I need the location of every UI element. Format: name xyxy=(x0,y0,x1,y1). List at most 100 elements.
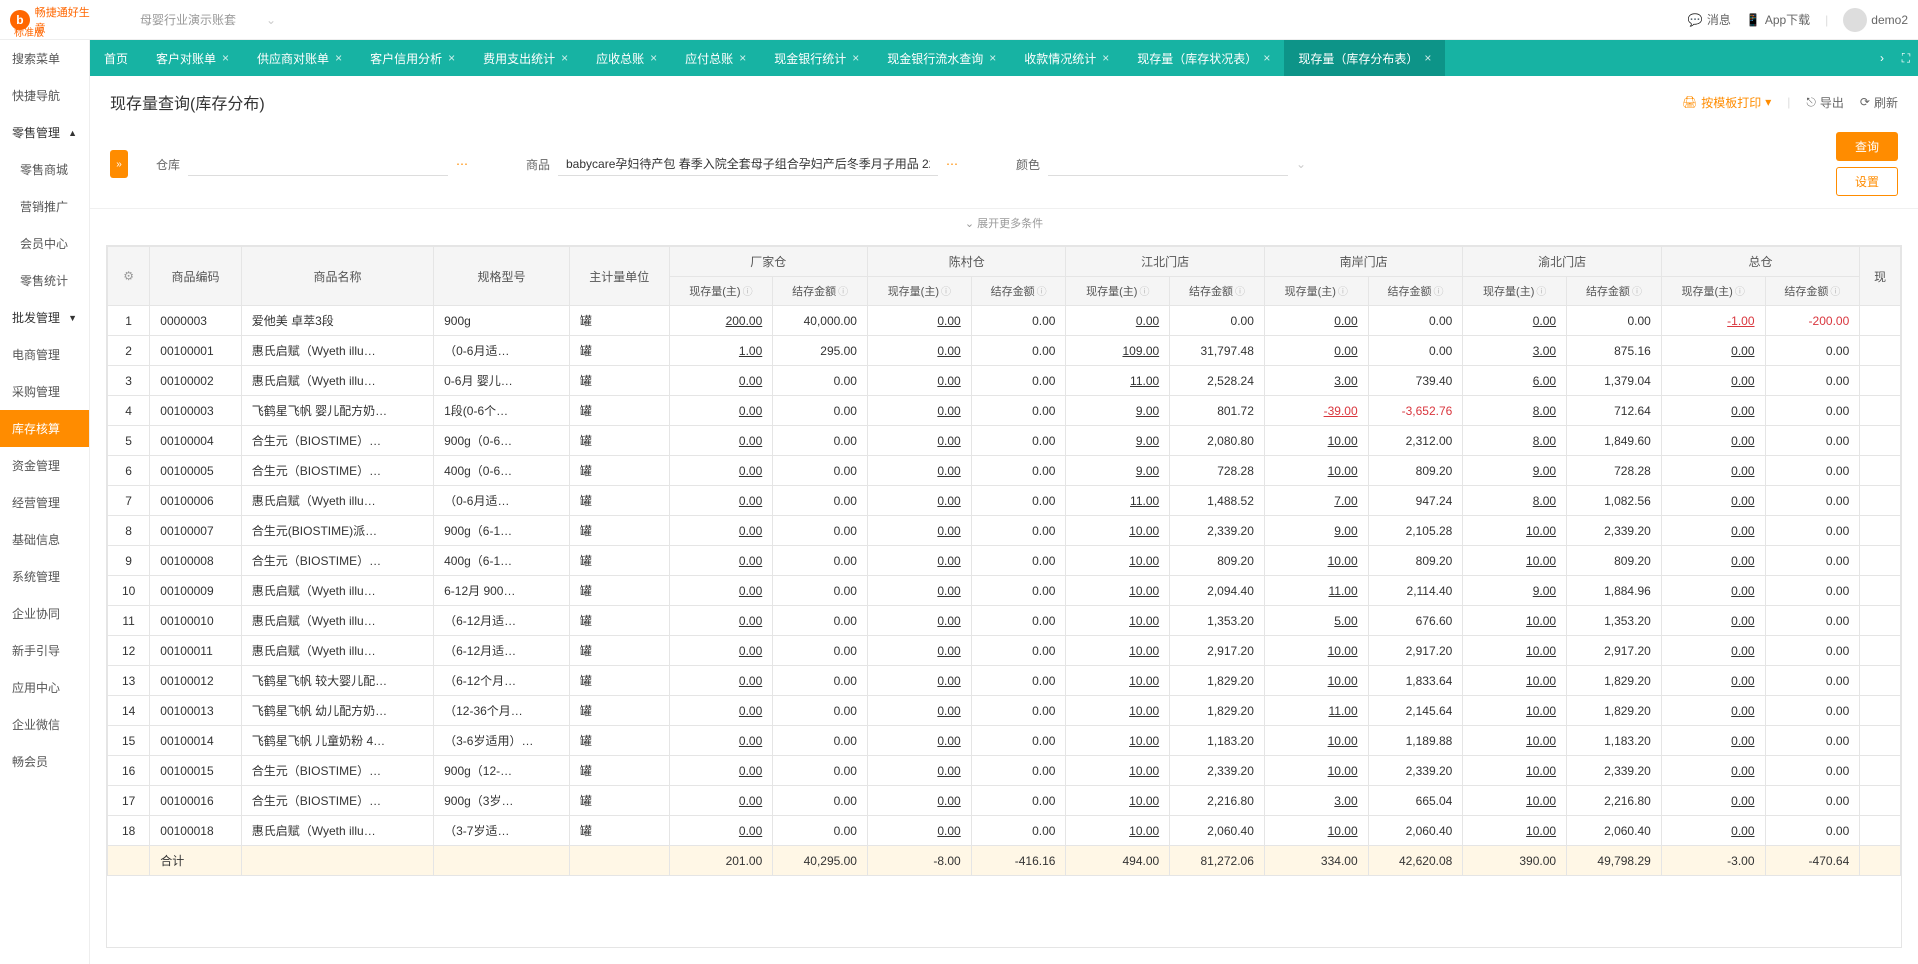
cell-qty[interactable]: 0.00 xyxy=(669,546,773,576)
tab[interactable]: 费用支出统计× xyxy=(469,40,582,76)
gear-icon[interactable]: ⚙ xyxy=(123,269,134,283)
cell-qty[interactable]: 0.00 xyxy=(867,396,971,426)
sidebar-item[interactable]: 经营管理 xyxy=(0,484,89,521)
refresh-button[interactable]: ⟳ 刷新 xyxy=(1860,94,1898,111)
cell-qty[interactable]: 9.00 xyxy=(1463,456,1567,486)
cell-qty[interactable]: 5.00 xyxy=(1264,606,1368,636)
sidebar-item[interactable]: 会员中心 xyxy=(0,225,89,262)
cell-qty[interactable]: 0.00 xyxy=(867,546,971,576)
close-icon[interactable]: × xyxy=(989,51,996,65)
close-icon[interactable]: × xyxy=(650,51,657,65)
cell-qty[interactable]: 9.00 xyxy=(1066,396,1170,426)
cell-qty[interactable]: 10.00 xyxy=(1264,756,1368,786)
cell-qty[interactable]: 0.00 xyxy=(1661,336,1765,366)
cell-qty[interactable]: 0.00 xyxy=(669,726,773,756)
cell-qty[interactable]: 11.00 xyxy=(1264,696,1368,726)
cell-qty[interactable]: 10.00 xyxy=(1066,546,1170,576)
cell-qty[interactable]: 10.00 xyxy=(1463,636,1567,666)
cell-qty[interactable]: 0.00 xyxy=(867,756,971,786)
cell-qty[interactable]: 0.00 xyxy=(669,576,773,606)
expand-filter-button[interactable]: » xyxy=(110,150,128,178)
cell-qty[interactable]: 0.00 xyxy=(867,306,971,336)
cell-qty[interactable]: 9.00 xyxy=(1463,576,1567,606)
app-download-button[interactable]: 📱 App下载 xyxy=(1746,11,1810,28)
cell-qty[interactable]: 0.00 xyxy=(1661,606,1765,636)
cell-qty[interactable]: 0.00 xyxy=(669,486,773,516)
cell-qty[interactable]: 0.00 xyxy=(867,786,971,816)
cell-qty[interactable]: 10.00 xyxy=(1463,726,1567,756)
cell-qty[interactable]: 0.00 xyxy=(669,636,773,666)
cell-qty[interactable]: 0.00 xyxy=(1661,546,1765,576)
cell-qty[interactable]: 0.00 xyxy=(1661,756,1765,786)
sidebar-item[interactable]: 零售管理▲ xyxy=(0,114,89,151)
product-picker-icon[interactable]: ⋯ xyxy=(946,157,958,171)
cell-qty[interactable]: 0.00 xyxy=(1661,456,1765,486)
help-icon[interactable]: ⓘ xyxy=(1139,287,1149,298)
cell-qty[interactable]: 0.00 xyxy=(1264,306,1368,336)
tab[interactable]: 现存量（库存分布表）× xyxy=(1284,40,1445,76)
cell-qty[interactable]: 10.00 xyxy=(1463,546,1567,576)
tab[interactable]: 客户信用分析× xyxy=(356,40,469,76)
tab[interactable]: 应付总账× xyxy=(671,40,760,76)
tab[interactable]: 首页 xyxy=(90,40,142,76)
sidebar-item[interactable]: 企业微信 xyxy=(0,706,89,743)
cell-qty[interactable]: 0.00 xyxy=(669,456,773,486)
cell-qty[interactable]: 10.00 xyxy=(1264,546,1368,576)
cell-qty[interactable]: 0.00 xyxy=(867,816,971,846)
close-icon[interactable]: × xyxy=(1102,51,1109,65)
sidebar-item[interactable]: 应用中心 xyxy=(0,669,89,706)
cell-qty[interactable]: 8.00 xyxy=(1463,426,1567,456)
export-button[interactable]: ⎋ 导出 xyxy=(1806,94,1844,111)
cell-qty[interactable]: 10.00 xyxy=(1463,786,1567,816)
tab[interactable]: 现金银行流水查询× xyxy=(873,40,1010,76)
cell-qty[interactable]: 8.00 xyxy=(1463,486,1567,516)
sidebar-item[interactable]: 批发管理▼ xyxy=(0,299,89,336)
help-icon[interactable]: ⓘ xyxy=(1433,287,1443,298)
tab[interactable]: 客户对账单× xyxy=(142,40,243,76)
sidebar-item[interactable]: 企业协同 xyxy=(0,595,89,632)
help-icon[interactable]: ⓘ xyxy=(838,287,848,298)
sidebar-item[interactable]: 系统管理 xyxy=(0,558,89,595)
close-icon[interactable]: × xyxy=(852,51,859,65)
close-icon[interactable]: × xyxy=(739,51,746,65)
account-selector[interactable]: 母婴行业演示账套 ⌄ xyxy=(140,11,276,28)
cell-qty[interactable]: 0.00 xyxy=(1661,366,1765,396)
cell-qty[interactable]: -1.00 xyxy=(1661,306,1765,336)
cell-qty[interactable]: 8.00 xyxy=(1463,396,1567,426)
cell-qty[interactable]: 10.00 xyxy=(1066,696,1170,726)
help-icon[interactable]: ⓘ xyxy=(1536,287,1546,298)
cell-qty[interactable]: 10.00 xyxy=(1463,816,1567,846)
cell-qty[interactable]: 10.00 xyxy=(1066,756,1170,786)
cell-qty[interactable]: 0.00 xyxy=(669,786,773,816)
cell-qty[interactable]: 0.00 xyxy=(669,696,773,726)
product-input[interactable] xyxy=(558,153,938,176)
cell-qty[interactable]: 0.00 xyxy=(669,666,773,696)
warehouse-input[interactable] xyxy=(188,153,448,176)
cell-qty[interactable]: 0.00 xyxy=(669,426,773,456)
cell-qty[interactable]: 7.00 xyxy=(1264,486,1368,516)
cell-qty[interactable]: 10.00 xyxy=(1264,666,1368,696)
cell-qty[interactable]: 9.00 xyxy=(1066,456,1170,486)
cell-qty[interactable]: 0.00 xyxy=(1463,306,1567,336)
tab[interactable]: 应收总账× xyxy=(582,40,671,76)
cell-qty[interactable]: 10.00 xyxy=(1463,606,1567,636)
cell-qty[interactable]: 0.00 xyxy=(867,606,971,636)
cell-qty[interactable]: 0.00 xyxy=(669,816,773,846)
cell-qty[interactable]: 10.00 xyxy=(1066,576,1170,606)
help-icon[interactable]: ⓘ xyxy=(1235,287,1245,298)
cell-qty[interactable]: 11.00 xyxy=(1264,576,1368,606)
query-button[interactable]: 查询 xyxy=(1836,132,1898,161)
close-icon[interactable]: × xyxy=(1263,51,1270,65)
cell-qty[interactable]: 10.00 xyxy=(1463,516,1567,546)
cell-qty[interactable]: 200.00 xyxy=(669,306,773,336)
cell-qty[interactable]: 10.00 xyxy=(1066,786,1170,816)
cell-qty[interactable]: 10.00 xyxy=(1066,636,1170,666)
help-icon[interactable]: ⓘ xyxy=(1037,287,1047,298)
sidebar-item[interactable]: 快捷导航 xyxy=(0,77,89,114)
sidebar-item[interactable]: 零售统计 xyxy=(0,262,89,299)
sidebar-item[interactable]: 电商管理 xyxy=(0,336,89,373)
cell-qty[interactable]: 0.00 xyxy=(867,576,971,606)
cell-qty[interactable]: 1.00 xyxy=(669,336,773,366)
tab[interactable]: 现金银行统计× xyxy=(760,40,873,76)
cell-qty[interactable]: 0.00 xyxy=(867,636,971,666)
